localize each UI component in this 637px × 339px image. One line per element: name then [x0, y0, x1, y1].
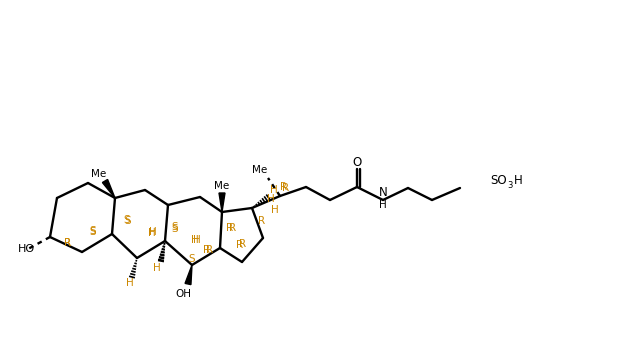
Text: 3: 3 [507, 181, 512, 191]
Text: S: S [172, 224, 178, 234]
Polygon shape [219, 193, 225, 212]
Text: R: R [226, 223, 234, 233]
Text: R: R [203, 245, 211, 255]
Text: SO: SO [490, 175, 506, 187]
Text: R: R [236, 240, 243, 250]
Text: O: O [352, 156, 362, 168]
Text: Me: Me [215, 181, 229, 191]
Text: H: H [148, 228, 156, 238]
Text: H: H [193, 235, 201, 245]
Text: S: S [90, 227, 96, 237]
Text: S: S [124, 215, 131, 225]
Text: H: H [267, 194, 275, 204]
Text: R: R [259, 216, 266, 226]
Text: HO: HO [18, 244, 35, 254]
Polygon shape [103, 179, 115, 198]
Text: S: S [125, 216, 131, 226]
Text: R: R [229, 223, 236, 233]
Text: H: H [149, 227, 157, 237]
Text: Me: Me [252, 165, 268, 175]
Text: H: H [271, 205, 279, 215]
Text: H: H [126, 278, 134, 288]
Polygon shape [185, 265, 192, 285]
Text: R: R [282, 183, 290, 193]
Text: H: H [379, 200, 387, 210]
Text: R: R [64, 238, 71, 248]
Text: N: N [378, 186, 387, 199]
Text: R: R [206, 245, 213, 255]
Text: R: R [240, 239, 247, 249]
Text: S: S [172, 222, 178, 232]
Text: H: H [153, 263, 161, 273]
Text: R: R [280, 182, 287, 192]
Text: Me: Me [91, 169, 106, 179]
Text: H: H [270, 185, 278, 195]
Text: S: S [189, 254, 196, 264]
Text: S: S [90, 226, 96, 236]
Text: R: R [64, 238, 71, 248]
Text: OH: OH [175, 289, 191, 299]
Text: H: H [514, 175, 523, 187]
Text: H: H [191, 235, 199, 245]
